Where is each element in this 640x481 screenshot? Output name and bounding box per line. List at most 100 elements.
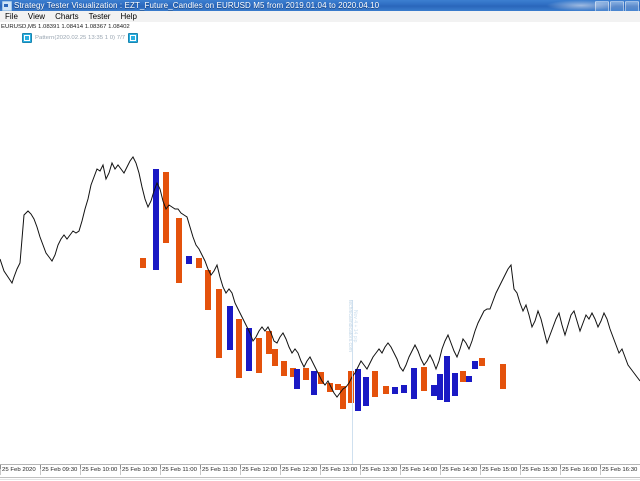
future-candle-bar: [348, 371, 354, 403]
time-axis-separator: [80, 466, 81, 475]
future-candle-bar: [401, 385, 407, 393]
time-axis-separator: [600, 466, 601, 475]
time-axis-label: 25 Feb 12:30: [282, 467, 318, 473]
time-axis-tick: [520, 465, 521, 469]
watermark-url-text: technicalindicators.com: [347, 300, 353, 352]
future-candle-bar: [246, 328, 252, 371]
time-axis-separator: [480, 466, 481, 475]
future-candle-bar: [266, 331, 272, 354]
time-axis-tick: [400, 465, 401, 469]
future-candle-bar: [303, 368, 309, 380]
menu-view[interactable]: View: [27, 12, 46, 21]
future-candle-bar: [444, 356, 450, 402]
future-candle-bar: [227, 306, 233, 350]
future-candle-bar: [460, 371, 466, 382]
menu-help[interactable]: Help: [120, 12, 137, 21]
future-candle-bar: [290, 368, 296, 377]
future-candle-bar: [153, 169, 159, 270]
future-candle-bar: [363, 377, 369, 406]
future-candle-bar: [452, 373, 458, 396]
time-axis-label: 25 Feb 09:30: [42, 467, 78, 473]
time-axis-separator: [560, 466, 561, 475]
future-candle-bar: [383, 386, 389, 394]
time-axis-label: 25 Feb 11:00: [162, 467, 197, 473]
future-candle-bar: [163, 172, 169, 243]
close-button[interactable]: [625, 1, 639, 11]
window-buttons[interactable]: [595, 1, 639, 11]
time-axis-label: 25 Feb 14:00: [402, 467, 438, 473]
chart-canvas[interactable]: [0, 31, 640, 464]
time-axis-tick: [0, 465, 1, 469]
time-axis-label: 25 Feb 10:30: [122, 467, 158, 473]
time-axis-separator: [160, 466, 161, 475]
future-candle-bar: [176, 218, 182, 283]
time-axis-tick: [40, 465, 41, 469]
future-candle-bar: [311, 371, 317, 395]
time-axis-label: 25 Feb 15:00: [482, 467, 518, 473]
future-candle-bar: [236, 319, 242, 378]
future-candle-bar: [186, 256, 192, 264]
time-axis-label: 25 Feb 16:30: [602, 467, 638, 473]
time-axis-label: 25 Feb 10:00: [82, 467, 118, 473]
time-axis-separator: [320, 466, 321, 475]
maximize-button[interactable]: [610, 1, 624, 11]
future-candle-bar: [196, 258, 202, 268]
menu-charts[interactable]: Charts: [55, 12, 79, 21]
time-axis-separator: [40, 466, 41, 475]
time-axis-tick: [440, 465, 441, 469]
future-candle-bar: [140, 258, 146, 268]
time-axis-label: 25 Feb 12:00: [242, 467, 278, 473]
future-candle-bar: [421, 367, 427, 391]
time-axis-tick: [240, 465, 241, 469]
future-candle-bar: [466, 376, 472, 382]
time-axis-separator: [280, 466, 281, 475]
crosshair-vertical-line: [352, 300, 353, 464]
time-axis-label: 25 Feb 13:30: [362, 467, 398, 473]
future-candle-bar: [335, 384, 341, 390]
future-candle-bar: [256, 338, 262, 373]
time-axis-label: 25 Feb 16:00: [562, 467, 598, 473]
time-axis-label: 25 Feb 13:00: [322, 467, 358, 473]
future-candle-bar: [431, 385, 437, 396]
time-axis-label: 25 Feb 2020: [2, 467, 36, 473]
future-candle-bar: [479, 358, 485, 366]
price-chart[interactable]: [0, 31, 640, 464]
chart-window-icon: [2, 0, 12, 11]
time-axis[interactable]: 25 Feb 2020 25 Feb 09:30 25 Feb 10:00 25 Fe…: [0, 464, 640, 481]
time-axis-tick: [320, 465, 321, 469]
watermark-note-text: Nov 4 + 14 pip: [352, 310, 358, 343]
future-candle-bar: [355, 369, 361, 411]
minimize-button[interactable]: [595, 1, 609, 11]
future-candle-bar: [205, 270, 211, 310]
menu-tester[interactable]: Tester: [88, 12, 111, 21]
indicator-legend-label: Pattern(2020.02.25 13:35 1 0) 7/7: [35, 35, 126, 41]
time-axis-rule: [0, 477, 640, 478]
time-axis-label: 25 Feb 11:30: [202, 467, 237, 473]
future-candle-bar: [340, 386, 346, 409]
time-axis-tick: [480, 465, 481, 469]
future-candle-bar: [281, 361, 287, 376]
time-axis-tick: [560, 465, 561, 469]
time-axis-label: 25 Feb 15:30: [522, 467, 558, 473]
time-axis-separator: [120, 466, 121, 475]
window-title: Strategy Tester Visualization : EZT_Futu…: [14, 1, 380, 10]
time-axis-tick: [80, 465, 81, 469]
future-candle-bar: [500, 364, 506, 389]
symbol-quote-text: EURUSD,M5 1.08391 1.08414 1.08367 1.0840…: [1, 23, 130, 30]
time-axis-tick: [160, 465, 161, 469]
time-axis-tick: [120, 465, 121, 469]
title-bar[interactable]: Strategy Tester Visualization : EZT_Futu…: [0, 0, 640, 11]
future-candle-bar: [372, 371, 378, 397]
future-candle-bar: [272, 349, 278, 366]
time-axis-tick: [280, 465, 281, 469]
future-candle-bar: [216, 289, 222, 358]
time-axis-tick: [200, 465, 201, 469]
indicator-icon-right[interactable]: [128, 33, 139, 43]
indicator-legend[interactable]: Pattern(2020.02.25 13:35 1 0) 7/7: [22, 33, 139, 43]
indicator-icon-left[interactable]: [22, 33, 32, 43]
time-axis-tick: [600, 465, 601, 469]
menu-file[interactable]: File: [5, 12, 18, 21]
price-polyline: [0, 156, 640, 398]
future-candle-bar: [327, 383, 333, 392]
